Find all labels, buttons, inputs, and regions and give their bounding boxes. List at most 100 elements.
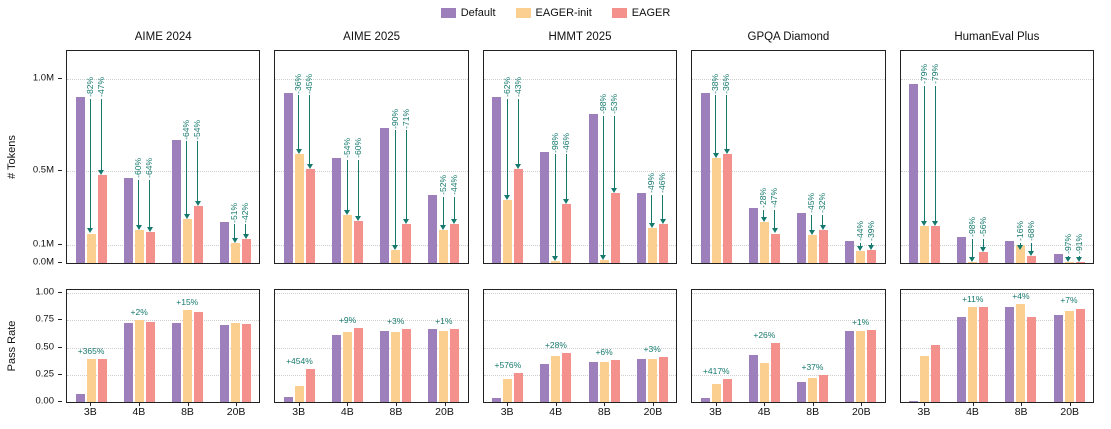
arrow-head-icon	[146, 226, 153, 232]
bar-group-4B	[115, 51, 163, 263]
annotation-arrow	[760, 209, 767, 223]
gridline	[483, 374, 677, 376]
bar-group-8B	[372, 51, 420, 263]
bar-init	[1016, 304, 1026, 402]
bar-group-8B	[372, 290, 420, 402]
y-tick-mark	[58, 319, 62, 321]
bar-eager	[722, 154, 732, 263]
x-tick-label: 20B	[435, 406, 454, 418]
arrow-head-icon	[306, 163, 313, 169]
gridline	[483, 244, 677, 246]
annotation-arrow	[504, 99, 511, 201]
tokens-plot-3: -38% -36% -28% -47% -45% -32% -44% -39%	[691, 50, 886, 264]
annotation-arrow	[87, 99, 94, 234]
bar-init	[647, 227, 657, 263]
y-tick-label: 0.5M	[32, 164, 54, 176]
bar-eager	[867, 330, 877, 402]
bar-group-4B	[324, 51, 372, 263]
arrow-head-icon	[1076, 256, 1083, 262]
bar-group-20B	[1045, 51, 1093, 263]
bar-eager	[241, 323, 251, 402]
x-tick-mark	[861, 403, 863, 406]
bar-eager	[979, 251, 989, 263]
annotation-arrow	[231, 224, 238, 243]
x-tick-mark	[715, 403, 717, 406]
bar-group-4B	[324, 290, 372, 402]
annotation-reduction: -64%	[181, 119, 192, 140]
annotation-arrow	[440, 196, 447, 230]
annotation-reduction: -51%	[229, 202, 240, 223]
bar-group-3B	[484, 290, 532, 402]
annotation-reduction: -82%	[85, 77, 96, 98]
annotation-reduction: -52%	[437, 174, 448, 195]
bar-init	[1016, 244, 1026, 263]
bar-default	[1005, 307, 1015, 402]
bar-eager	[562, 353, 572, 402]
annotation-reduction: -98%	[966, 217, 977, 238]
bar-eager	[450, 329, 460, 402]
annotation-arrow	[354, 159, 361, 221]
bar-eager	[354, 220, 364, 263]
bar-group-4B	[115, 290, 163, 402]
arrow-head-icon	[611, 187, 618, 193]
arrow-head-icon	[760, 217, 767, 223]
annotation-arrow	[242, 224, 249, 240]
arrow-head-icon	[194, 200, 201, 206]
annotation-reduction: -98%	[549, 132, 560, 153]
bar-group-8B	[997, 290, 1045, 402]
bar-init	[503, 379, 513, 402]
bar-eager	[1027, 256, 1037, 263]
x-tick-mark	[444, 403, 446, 406]
annotation-reduction: -16%	[1014, 221, 1025, 241]
bar-default	[75, 97, 85, 263]
bar-group-4B	[949, 51, 997, 263]
x-tick-label: 20B	[226, 406, 246, 418]
bar-eager	[658, 357, 668, 402]
bar-eager	[931, 345, 941, 402]
tokens-plot-1: -36% -45% -54% -60% -90% -71% -52% -44%	[274, 50, 469, 264]
bar-group-4B	[740, 51, 788, 263]
arrow-head-icon	[440, 224, 447, 230]
annotation-reduction: -38%	[710, 73, 721, 94]
arrow-head-icon	[392, 245, 399, 251]
annotation-improvement: +37%	[801, 361, 824, 372]
x-tick-label: 3B	[709, 406, 722, 418]
bar-group-20B	[211, 51, 259, 263]
arrow-head-icon	[969, 256, 976, 262]
annotation-arrow	[980, 239, 987, 252]
pass-rate-row: Pass Rate 0.00 0.25 0.50 0.75 1.00 +365% +2% +…	[0, 287, 1111, 418]
bar-init	[920, 226, 930, 263]
bar-init	[551, 356, 561, 402]
arrow-head-icon	[771, 228, 778, 234]
annotation-reduction: -28%	[758, 187, 769, 208]
bar-default	[492, 97, 502, 263]
gridline	[275, 320, 468, 322]
bar-default	[540, 152, 550, 263]
bar-default	[171, 322, 181, 402]
annotation-improvement: +7%	[1060, 295, 1078, 306]
bar-init	[134, 320, 144, 402]
gridline	[483, 320, 677, 322]
gridline	[900, 320, 1094, 322]
bar-init	[599, 361, 609, 402]
bar-eager	[931, 226, 941, 263]
pass-plot-2: +576% +28% +6% +3%	[482, 289, 678, 403]
bar-default	[1053, 253, 1063, 263]
panel-title: GPQA Diamond	[747, 31, 830, 43]
annotation-arrow	[1028, 242, 1035, 256]
annotation-arrow	[611, 115, 618, 193]
bar-default	[636, 192, 646, 263]
gridline	[275, 78, 468, 80]
arrow-head-icon	[552, 255, 559, 261]
y-axis-label-pass-rate: Pass Rate	[6, 320, 18, 372]
legend-label-default: Default	[460, 7, 496, 19]
bar-default	[748, 355, 758, 402]
bar-init	[86, 358, 96, 402]
pass-plot-0: +365% +2% +15%	[66, 289, 261, 403]
bar-group-20B	[420, 51, 468, 263]
x-tick-mark	[138, 403, 140, 406]
arrow-head-icon	[515, 163, 522, 169]
arrow-head-icon	[504, 195, 511, 201]
bar-groups	[484, 290, 676, 402]
legend-swatch-init	[515, 8, 531, 18]
